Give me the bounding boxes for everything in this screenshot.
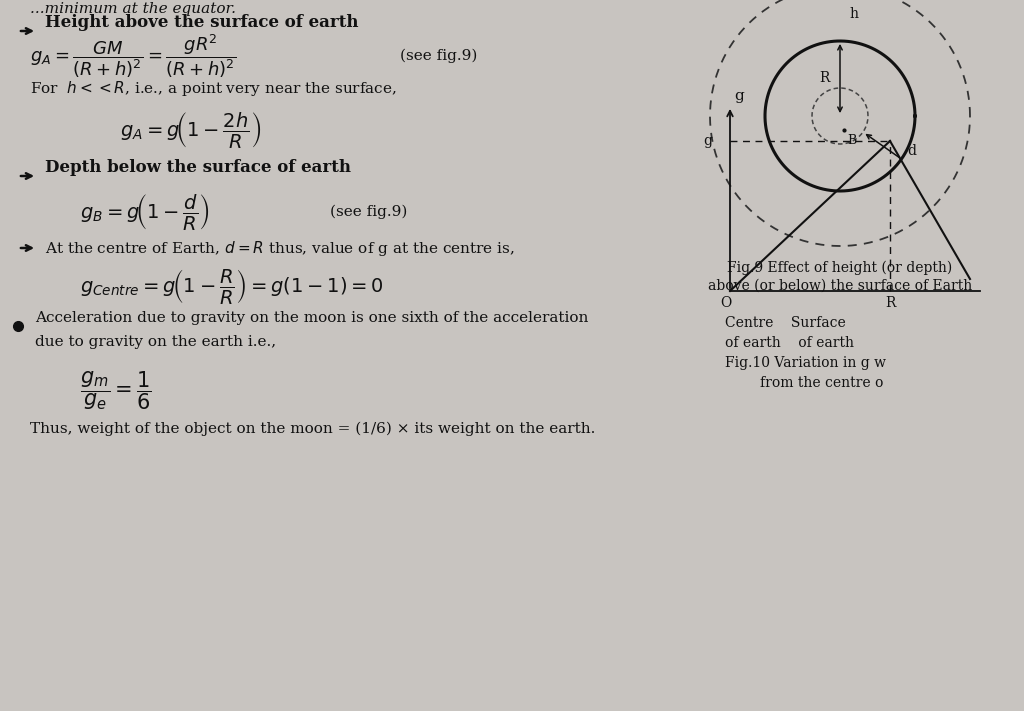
Text: O: O (720, 296, 731, 310)
Text: g: g (703, 134, 712, 148)
Text: Depth below the surface of earth: Depth below the surface of earth (45, 159, 351, 176)
Text: from the centre o: from the centre o (725, 376, 884, 390)
Text: due to gravity on the earth i.e.,: due to gravity on the earth i.e., (35, 335, 276, 349)
Text: $g_B = g\!\left(1 - \dfrac{d}{R}\right)$: $g_B = g\!\left(1 - \dfrac{d}{R}\right)$ (80, 192, 210, 232)
Text: $\dfrac{g_m}{g_e} = \dfrac{1}{6}$: $\dfrac{g_m}{g_e} = \dfrac{1}{6}$ (80, 370, 152, 412)
Text: $g_A = \dfrac{GM}{(R+h)^2} = \dfrac{gR^2}{(R+h)^2}$: $g_A = \dfrac{GM}{(R+h)^2} = \dfrac{gR^2… (30, 32, 237, 80)
Text: At the centre of Earth, $d = R$ thus, value of g at the centre is,: At the centre of Earth, $d = R$ thus, va… (45, 238, 515, 257)
Text: Acceleration due to gravity on the moon is one sixth of the acceleration: Acceleration due to gravity on the moon … (35, 311, 589, 325)
Text: Centre    Surface: Centre Surface (725, 316, 846, 330)
Text: Thus, weight of the object on the moon = (1/6) × its weight on the earth.: Thus, weight of the object on the moon =… (30, 422, 595, 436)
Text: Fig.10 Variation in g w: Fig.10 Variation in g w (725, 356, 886, 370)
Text: d: d (907, 144, 916, 158)
Text: $g_A = g\!\left(1 - \dfrac{2h}{R}\right)$: $g_A = g\!\left(1 - \dfrac{2h}{R}\right)… (120, 110, 261, 150)
Text: Fig.9 Effect of height (or depth): Fig.9 Effect of height (or depth) (727, 261, 952, 275)
Text: above (or below) the surface of Earth: above (or below) the surface of Earth (708, 279, 972, 293)
Text: $g_{Centre} = g\!\left(1 - \dfrac{R}{R}\right) = g(1-1) = 0$: $g_{Centre} = g\!\left(1 - \dfrac{R}{R}\… (80, 267, 384, 306)
Text: g: g (734, 89, 743, 103)
Text: R: R (885, 296, 895, 310)
Text: of earth    of earth: of earth of earth (725, 336, 854, 350)
Text: (see fig.9): (see fig.9) (400, 49, 477, 63)
Text: R: R (819, 72, 829, 85)
Text: (see fig.9): (see fig.9) (330, 205, 408, 219)
Text: Height above the surface of earth: Height above the surface of earth (45, 14, 358, 31)
Text: h: h (849, 6, 858, 21)
Text: ...minimum at the equator.: ...minimum at the equator. (30, 2, 236, 16)
Text: B: B (847, 134, 856, 147)
Text: For  $h << R$, i.e., a point very near the surface,: For $h << R$, i.e., a point very near th… (30, 78, 397, 97)
